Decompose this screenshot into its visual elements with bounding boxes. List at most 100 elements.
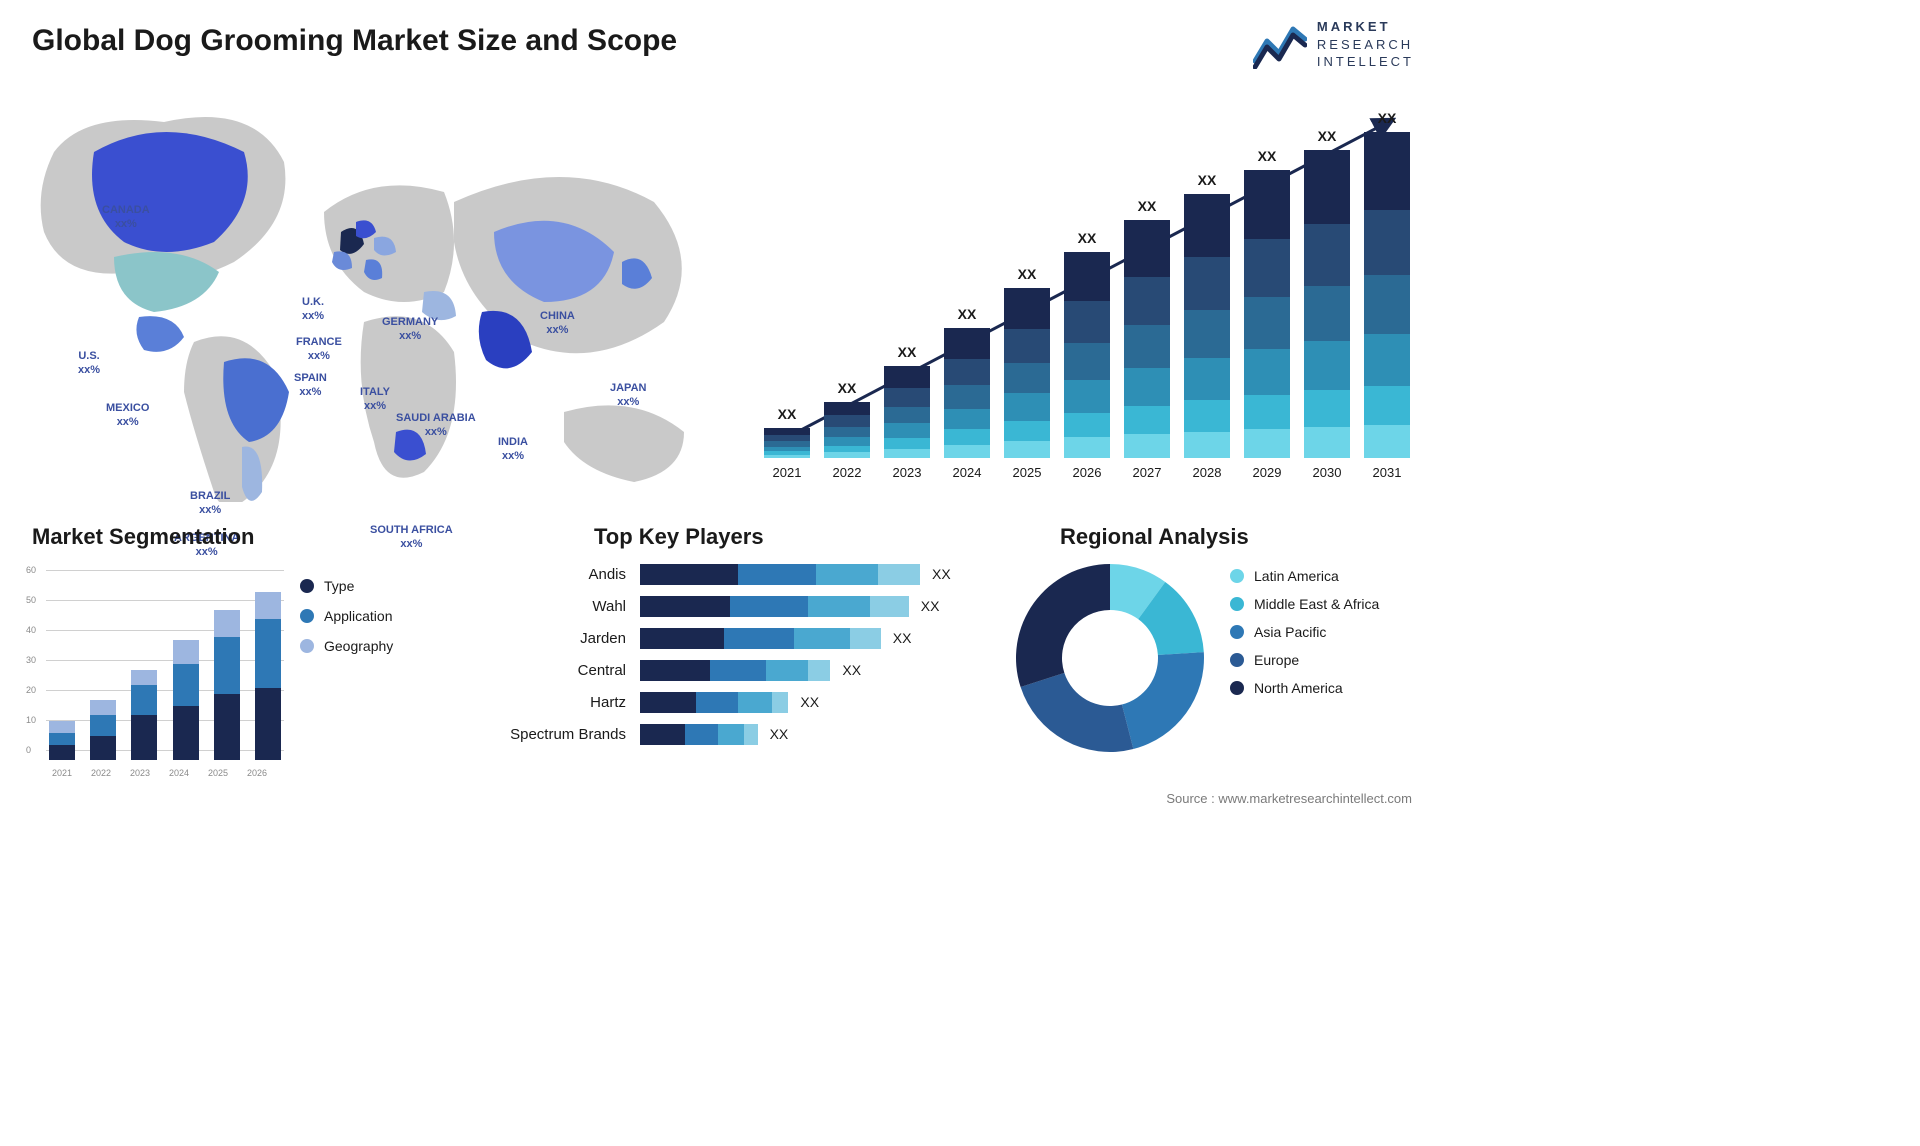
map-label: CANADAxx% xyxy=(102,204,150,232)
map-label: U.K.xx% xyxy=(302,296,324,324)
map-label: GERMANYxx% xyxy=(382,316,438,344)
forecast-bar-chart: 2021XX2022XX2023XX2024XX2025XX2026XX2027… xyxy=(762,100,1412,480)
bar-value-label: XX xyxy=(898,344,917,360)
bar-value-label: XX xyxy=(778,406,797,422)
bar-value-label: XX xyxy=(1138,198,1157,214)
logo-mark-icon xyxy=(1253,19,1307,69)
forecast-bar: 2023XX xyxy=(882,366,932,458)
bar-year-label: 2023 xyxy=(893,465,922,480)
bar-year-label: 2021 xyxy=(773,465,802,480)
world-map: CANADAxx%U.S.xx%MEXICOxx%BRAZILxx%ARGENT… xyxy=(24,92,734,502)
player-name: Central xyxy=(490,662,640,679)
y-tick: 40 xyxy=(26,625,36,635)
seg-year-label: 2023 xyxy=(130,768,150,778)
map-label: MEXICOxx% xyxy=(106,402,149,430)
bar-year-label: 2026 xyxy=(1073,465,1102,480)
bar-year-label: 2024 xyxy=(953,465,982,480)
segmentation-bars xyxy=(46,580,284,760)
segmentation-legend: Type Application Geography xyxy=(300,578,393,668)
donut-svg xyxy=(1010,558,1210,758)
forecast-bar: 2031XX xyxy=(1362,132,1412,458)
regional-donut xyxy=(1010,558,1210,758)
player-value: XX xyxy=(932,566,951,582)
player-row: Hartz XX xyxy=(490,690,970,714)
map-label: BRAZILxx% xyxy=(190,490,230,518)
y-tick: 0 xyxy=(26,745,31,755)
player-value: XX xyxy=(921,598,940,614)
map-label: ITALYxx% xyxy=(360,386,390,414)
bar-value-label: XX xyxy=(1018,266,1037,282)
player-value: XX xyxy=(893,630,912,646)
legend-item: Geography xyxy=(300,638,393,654)
y-tick: 60 xyxy=(26,565,36,575)
map-label: SOUTH AFRICAxx% xyxy=(370,524,453,552)
seg-year-label: 2024 xyxy=(169,768,189,778)
forecast-bar: 2026XX xyxy=(1062,252,1112,458)
bar-year-label: 2022 xyxy=(833,465,862,480)
map-label: JAPANxx% xyxy=(610,382,646,410)
legend-item: Latin America xyxy=(1230,568,1379,584)
bar-year-label: 2027 xyxy=(1133,465,1162,480)
legend-item: North America xyxy=(1230,680,1379,696)
segmentation-bar xyxy=(46,721,77,760)
segmentation-bar xyxy=(129,670,160,760)
legend-item: Europe xyxy=(1230,652,1379,668)
donut-slice xyxy=(1122,652,1204,749)
legend-item: Application xyxy=(300,608,393,624)
seg-year-label: 2025 xyxy=(208,768,228,778)
segmentation-bar xyxy=(87,700,118,760)
map-label: INDIAxx% xyxy=(498,436,528,464)
bar-value-label: XX xyxy=(1198,172,1217,188)
logo-line2: RESEARCH xyxy=(1317,36,1414,54)
regional-heading: Regional Analysis xyxy=(1060,524,1249,550)
player-row: JardenXX xyxy=(490,626,970,650)
forecast-bar: 2027XX xyxy=(1122,220,1172,458)
bar-value-label: XX xyxy=(1318,128,1337,144)
segmentation-heading: Market Segmentation xyxy=(32,524,255,550)
player-row: Wahl XX xyxy=(490,594,970,618)
map-label: U.S.xx% xyxy=(78,350,100,378)
map-label: SPAINxx% xyxy=(294,372,327,400)
legend-item: Asia Pacific xyxy=(1230,624,1379,640)
map-label: SAUDI ARABIAxx% xyxy=(396,412,476,440)
segmentation-bar xyxy=(253,592,284,760)
forecast-bar: 2029XX xyxy=(1242,170,1292,458)
map-label: FRANCExx% xyxy=(296,336,342,364)
donut-slice xyxy=(1016,564,1110,687)
segmentation-chart: 0102030405060202120222023202420252026 xyxy=(24,560,284,780)
player-name: Wahl xyxy=(490,598,640,615)
bar-year-label: 2030 xyxy=(1313,465,1342,480)
bar-year-label: 2025 xyxy=(1013,465,1042,480)
bar-value-label: XX xyxy=(958,306,977,322)
player-name: Hartz xyxy=(490,694,640,711)
y-tick: 30 xyxy=(26,655,36,665)
players-heading: Top Key Players xyxy=(594,524,764,550)
seg-year-label: 2026 xyxy=(247,768,267,778)
forecast-bar: 2025XX xyxy=(1002,288,1052,458)
forecast-bar: 2022XX xyxy=(822,402,872,458)
y-tick: 10 xyxy=(26,715,36,725)
bar-value-label: XX xyxy=(1378,110,1397,126)
player-value: XX xyxy=(842,662,861,678)
legend-item: Type xyxy=(300,578,393,594)
segmentation-bar xyxy=(170,640,201,760)
player-value: XX xyxy=(800,694,819,710)
bar-value-label: XX xyxy=(1078,230,1097,246)
forecast-bars: 2021XX2022XX2023XX2024XX2025XX2026XX2027… xyxy=(762,128,1412,458)
player-row: Spectrum BrandsXX xyxy=(490,722,970,746)
logo-line1: MARKET xyxy=(1317,18,1414,36)
brand-logo: MARKET RESEARCH INTELLECT xyxy=(1253,18,1414,71)
regional-legend: Latin America Middle East & Africa Asia Pa… xyxy=(1230,568,1379,708)
source-text: Source : www.marketresearchintellect.com xyxy=(1166,791,1412,806)
segmentation-bar xyxy=(211,610,242,760)
world-map-svg xyxy=(24,92,734,502)
player-name: Spectrum Brands xyxy=(490,726,640,743)
logo-line3: INTELLECT xyxy=(1317,53,1414,71)
bar-year-label: 2031 xyxy=(1373,465,1402,480)
seg-year-label: 2021 xyxy=(52,768,72,778)
legend-item: Middle East & Africa xyxy=(1230,596,1379,612)
y-tick: 50 xyxy=(26,595,36,605)
forecast-bar: 2028XX xyxy=(1182,194,1232,458)
donut-slice xyxy=(1021,673,1134,752)
page-title: Global Dog Grooming Market Size and Scop… xyxy=(32,24,677,58)
